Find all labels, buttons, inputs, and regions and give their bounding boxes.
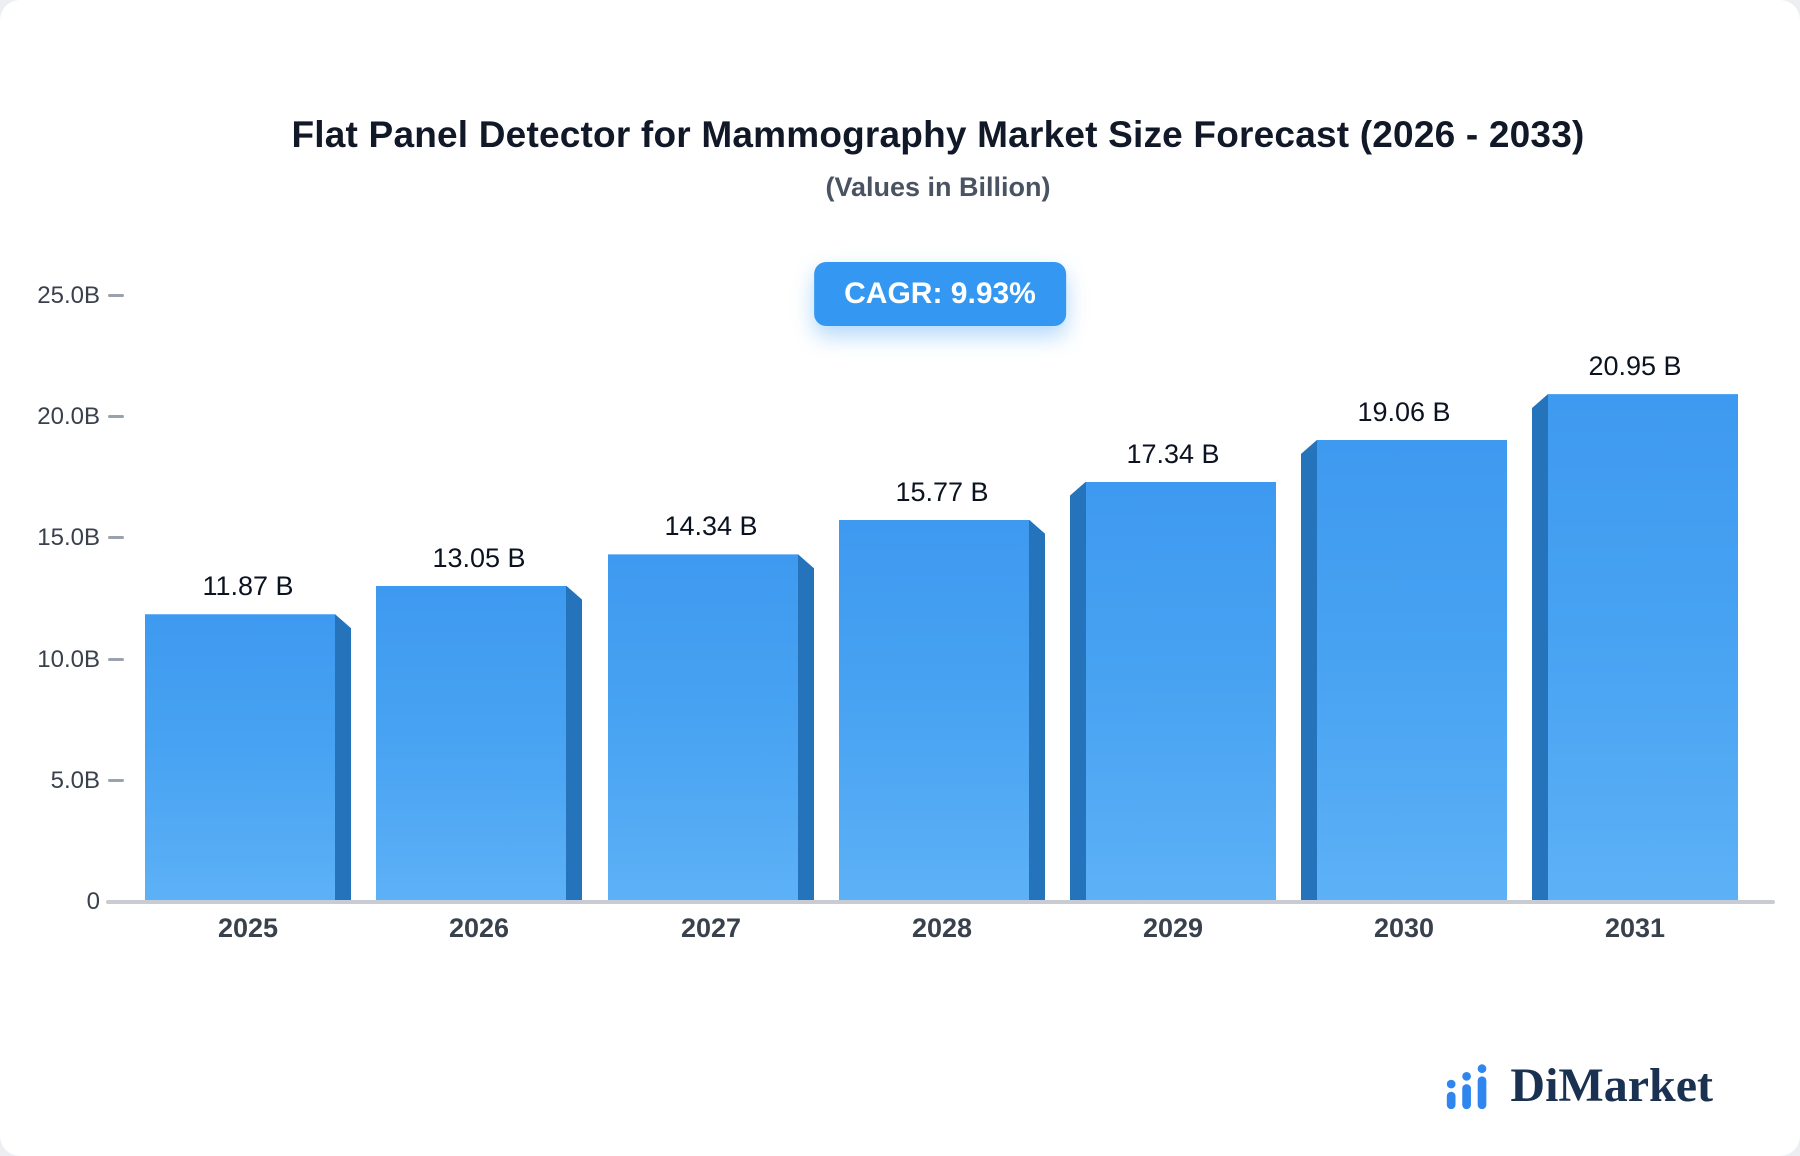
chart-subtitle: (Values in Billion) [825, 172, 1051, 202]
x-axis-label: 2028 [911, 913, 973, 943]
x-axis-label: 2026 [448, 913, 510, 943]
bar-side-face [1029, 520, 1045, 902]
dimarket-logo: DiMarket [1442, 1058, 1713, 1113]
y-axis-tick [108, 536, 124, 540]
bar-side-face [566, 586, 582, 902]
bar-side-face [1070, 481, 1086, 902]
bar [1070, 481, 1276, 902]
cagr-badge: CAGR: 9.93% [814, 262, 1066, 326]
x-axis-label: 2025 [217, 913, 279, 943]
y-axis-tick [108, 778, 124, 782]
y-axis-label: 10.0B [37, 645, 100, 673]
bar-value-label: 11.87 B [202, 571, 294, 602]
bar-value-label: 17.34 B [1126, 438, 1220, 469]
y-axis-label: 25.0B [37, 282, 100, 309]
dimarket-logo-text: DiMarket [1510, 1059, 1713, 1112]
y-axis-label: 5.0B [50, 766, 100, 794]
y-axis-tick [108, 294, 124, 297]
x-axis-baseline [106, 900, 1775, 904]
bar-value-label: 14.34 B [664, 511, 758, 542]
bar [839, 520, 1045, 902]
bar [1301, 439, 1507, 902]
bar-value-label: 13.05 B [432, 542, 526, 573]
y-axis-label: 20.0B [37, 403, 100, 431]
x-axis-label: 2030 [1373, 913, 1435, 943]
x-axis-label: 2027 [680, 913, 742, 943]
x-axis-label: 2031 [1604, 913, 1666, 943]
bar-side-face [1301, 439, 1317, 902]
bar-value-label: 20.95 B [1588, 351, 1682, 382]
bar-side-face [335, 614, 351, 902]
bar-value-label: 19.06 B [1357, 396, 1451, 427]
bar [376, 586, 582, 902]
chart-title: Flat Panel Detector for Mammography Mark… [291, 114, 1585, 155]
bar-value-label: 15.77 B [895, 476, 989, 507]
dimarket-logo-icon [1447, 1063, 1487, 1109]
x-axis-label: 2029 [1142, 913, 1204, 943]
y-axis-tick [108, 657, 124, 661]
y-axis-label: 15.0B [37, 524, 100, 552]
y-axis-label: 0 [86, 888, 100, 915]
bar [608, 554, 814, 902]
bar-side-face [1532, 394, 1548, 902]
bar [145, 614, 351, 902]
y-axis-tick [108, 415, 124, 419]
bar [1532, 394, 1738, 902]
bar-side-face [798, 554, 814, 902]
